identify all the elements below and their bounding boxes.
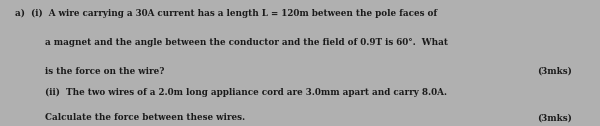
Text: Calculate the force between these wires.: Calculate the force between these wires. bbox=[45, 113, 245, 122]
Text: (3mks): (3mks) bbox=[537, 113, 572, 122]
Text: a)  (i)  A wire carrying a 30A current has a length L = 120m between the pole fa: a) (i) A wire carrying a 30A current has… bbox=[15, 9, 437, 18]
Text: is the force on the wire?: is the force on the wire? bbox=[45, 67, 164, 76]
Text: (ii)  The two wires of a 2.0m long appliance cord are 3.0mm apart and carry 8.0A: (ii) The two wires of a 2.0m long applia… bbox=[45, 88, 447, 97]
Text: a magnet and the angle between the conductor and the field of 0.9T is 60°.  What: a magnet and the angle between the condu… bbox=[45, 38, 448, 47]
Text: (3mks): (3mks) bbox=[537, 67, 572, 76]
